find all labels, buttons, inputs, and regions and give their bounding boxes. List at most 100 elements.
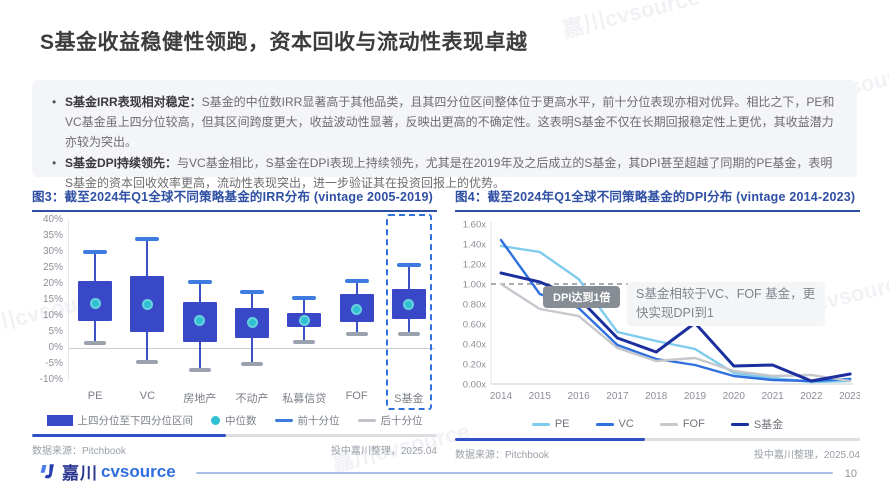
bottom-decile-cap — [345, 331, 368, 336]
legend-label: 中位数 — [225, 414, 257, 427]
dpi-legend: PE VC FOF S基金 — [455, 416, 860, 432]
fof-line-swatch — [659, 422, 678, 426]
data-source: 数据来源：Pitchbook — [455, 450, 549, 461]
y-axis-tick-label: 1.60x — [463, 220, 486, 231]
bullet-dpi: S基金DPI持续领先：与VC基金相比，S基金在DPI表现上持续领先，尤其是在20… — [52, 153, 837, 193]
y-axis-tick-label: 35% — [42, 230, 63, 241]
legend-item-vc: VC — [595, 418, 634, 430]
category-label: 不动产 — [235, 393, 269, 405]
legend-item-sfund: S基金 — [730, 416, 784, 432]
legend-label: S基金 — [753, 419, 784, 431]
slide-footer: 嘉川 cvsource 10 — [0, 456, 889, 486]
y-axis-tick-label: 1.40x — [463, 240, 486, 251]
median-dot — [403, 299, 415, 311]
x-axis-tick-label: 2021 — [761, 391, 784, 402]
median-dot — [351, 304, 363, 316]
y-axis-tick-label: 0.20x — [463, 360, 486, 371]
y-axis-tick-label: 30% — [42, 246, 63, 257]
legend-item-median: 中位数 — [211, 413, 257, 428]
y-axis-tick-label: 0% — [48, 342, 63, 353]
category-label: VC — [139, 390, 156, 402]
watermark: 嘉川cvsource — [559, 0, 702, 43]
median-dot — [194, 315, 206, 327]
median-dot — [141, 299, 153, 311]
panel-divider — [455, 438, 860, 441]
x-axis-tick-label: 2017 — [606, 391, 629, 402]
y-axis-tick-label: 0.00x — [463, 380, 486, 391]
y-axis-tick-label: 15% — [42, 294, 63, 305]
data-source: 数据来源：Pitchbook — [32, 446, 126, 457]
logo-text-en: cvsource — [101, 461, 176, 481]
bullet-lead: S基金DPI持续领先： — [65, 156, 178, 170]
panel-divider — [32, 434, 437, 437]
dpi-chart-title: 图4：截至2024年Q1全球不同策略基金的DPI分布 (vintage 2014… — [455, 186, 860, 212]
irr-chart-title: 图3：截至2024年Q1全球不同策略基金的IRR分布 (vintage 2005… — [32, 186, 437, 212]
top-decile-cap — [344, 278, 369, 283]
footer-divider-line — [196, 472, 833, 474]
y-axis-tick-label: 5% — [48, 326, 63, 337]
legend-item-pe: PE — [531, 418, 570, 430]
logo-icon — [40, 464, 54, 479]
x-axis-tick-label: 2016 — [567, 391, 590, 402]
bullet-lead: S基金IRR表现相对稳定： — [65, 95, 202, 109]
y-axis-tick-label: 0.80x — [463, 300, 486, 311]
legend-label: PE — [554, 418, 570, 430]
bottom-decile-cap — [84, 341, 107, 346]
bottom-decile-cap — [241, 362, 263, 366]
irr-plot-area: 40% 35% 30% 25% 20% 15% 10% 5% 0% -5% -10% PE VC 房地产 不… — [40, 214, 435, 410]
x-axis-tick-label: 2020 — [723, 391, 746, 402]
median-swatch — [211, 415, 220, 425]
bottom-decile-cap — [136, 360, 159, 365]
category-label: 房地产 — [183, 393, 217, 405]
x-axis-tick-label: 2023 — [839, 391, 860, 402]
irr-chart-panel: 图3：截至2024年Q1全球不同策略基金的IRR分布 (vintage 2005… — [32, 186, 437, 457]
x-axis-tick-label: 2018 — [645, 391, 668, 402]
x-axis-tick-label: 2019 — [684, 391, 707, 402]
y-axis-tick-label: -5% — [45, 358, 63, 369]
bullet-text: S基金的中位数IRR显著高于其他品类，且其四分位区间整体位于更高水平，前十分位表… — [65, 95, 835, 149]
top-decile-cap — [135, 237, 160, 242]
dpi-linechart: 1.60x 1.40x 1.20x 1.00x 0.80x 0.60x 0.40x 0.20x… — [455, 216, 862, 412]
bottom-decile-swatch — [357, 418, 376, 422]
sfund-highlight-box — [385, 214, 432, 410]
series-line-FOF — [499, 282, 852, 383]
bottom-decile-cap — [293, 339, 316, 344]
sfund-line-swatch — [730, 422, 749, 426]
credit: 投中嘉川整理，2025.04 — [330, 446, 437, 457]
legend-label: 后十分位 — [380, 414, 423, 427]
source-row: 数据来源：Pitchbook 投中嘉川整理，2025.04 — [455, 446, 860, 461]
y-axis-tick-label: -10% — [39, 374, 63, 385]
legend-label: 上四分位至下四分位区间 — [77, 414, 194, 427]
irr-legend: 上四分位至下四分位区间 中位数 前十分位 后十分位 — [32, 412, 437, 428]
y-axis-tick-label: 40% — [42, 214, 63, 225]
legend-item-bottomdecile: 后十分位 — [357, 413, 423, 428]
pe-line-swatch — [531, 422, 550, 426]
irr-boxplot: 40% 35% 30% 25% 20% 15% 10% 5% 0% -5% -10% PE VC 房地产 不… — [32, 214, 437, 410]
logo-text-cn: 嘉川 — [62, 464, 98, 483]
top-decile-cap — [396, 262, 421, 267]
y-axis-tick-label: 1.00x — [463, 280, 486, 291]
top-decile-cap — [292, 296, 317, 301]
median-dot — [298, 315, 310, 327]
y-axis-tick-label: 10% — [42, 310, 63, 321]
page-title: S基金收益稳健性领跑，资本回收与流动性表现卓越 — [40, 31, 528, 54]
bullet-irr: S基金IRR表现相对稳定：S基金的中位数IRR显著高于其他品类，且其四分位区间整… — [52, 92, 837, 152]
legend-item-quartile: 上四分位至下四分位区间 — [46, 413, 194, 428]
dpi-annotation: S基金相较于VC、FOF 基金，更快实现DPI到1 — [627, 282, 825, 326]
dpi-reference-badge: DPI达到1倍 — [543, 286, 621, 308]
median-dot — [89, 297, 101, 309]
y-axis-tick-label: 20% — [42, 278, 63, 289]
legend-item-topdecile: 前十分位 — [274, 413, 340, 428]
top-decile-cap — [83, 250, 108, 254]
bullet-text: 与VC基金相比，S基金在DPI表现上持续领先，尤其是在2019年及之后成立的S基… — [65, 156, 833, 190]
category-label: FOF — [345, 390, 368, 402]
legend-label: FOF — [682, 418, 705, 430]
median-dot — [246, 316, 258, 328]
company-logo: 嘉川 cvsource — [38, 459, 176, 484]
y-axis-tick-label: 25% — [42, 262, 63, 273]
x-axis-tick-label: 2014 — [490, 391, 513, 402]
source-row: 数据来源：Pitchbook 投中嘉川整理，2025.04 — [32, 442, 437, 457]
quartile-swatch — [46, 414, 73, 426]
bottom-decile-cap — [397, 331, 420, 336]
